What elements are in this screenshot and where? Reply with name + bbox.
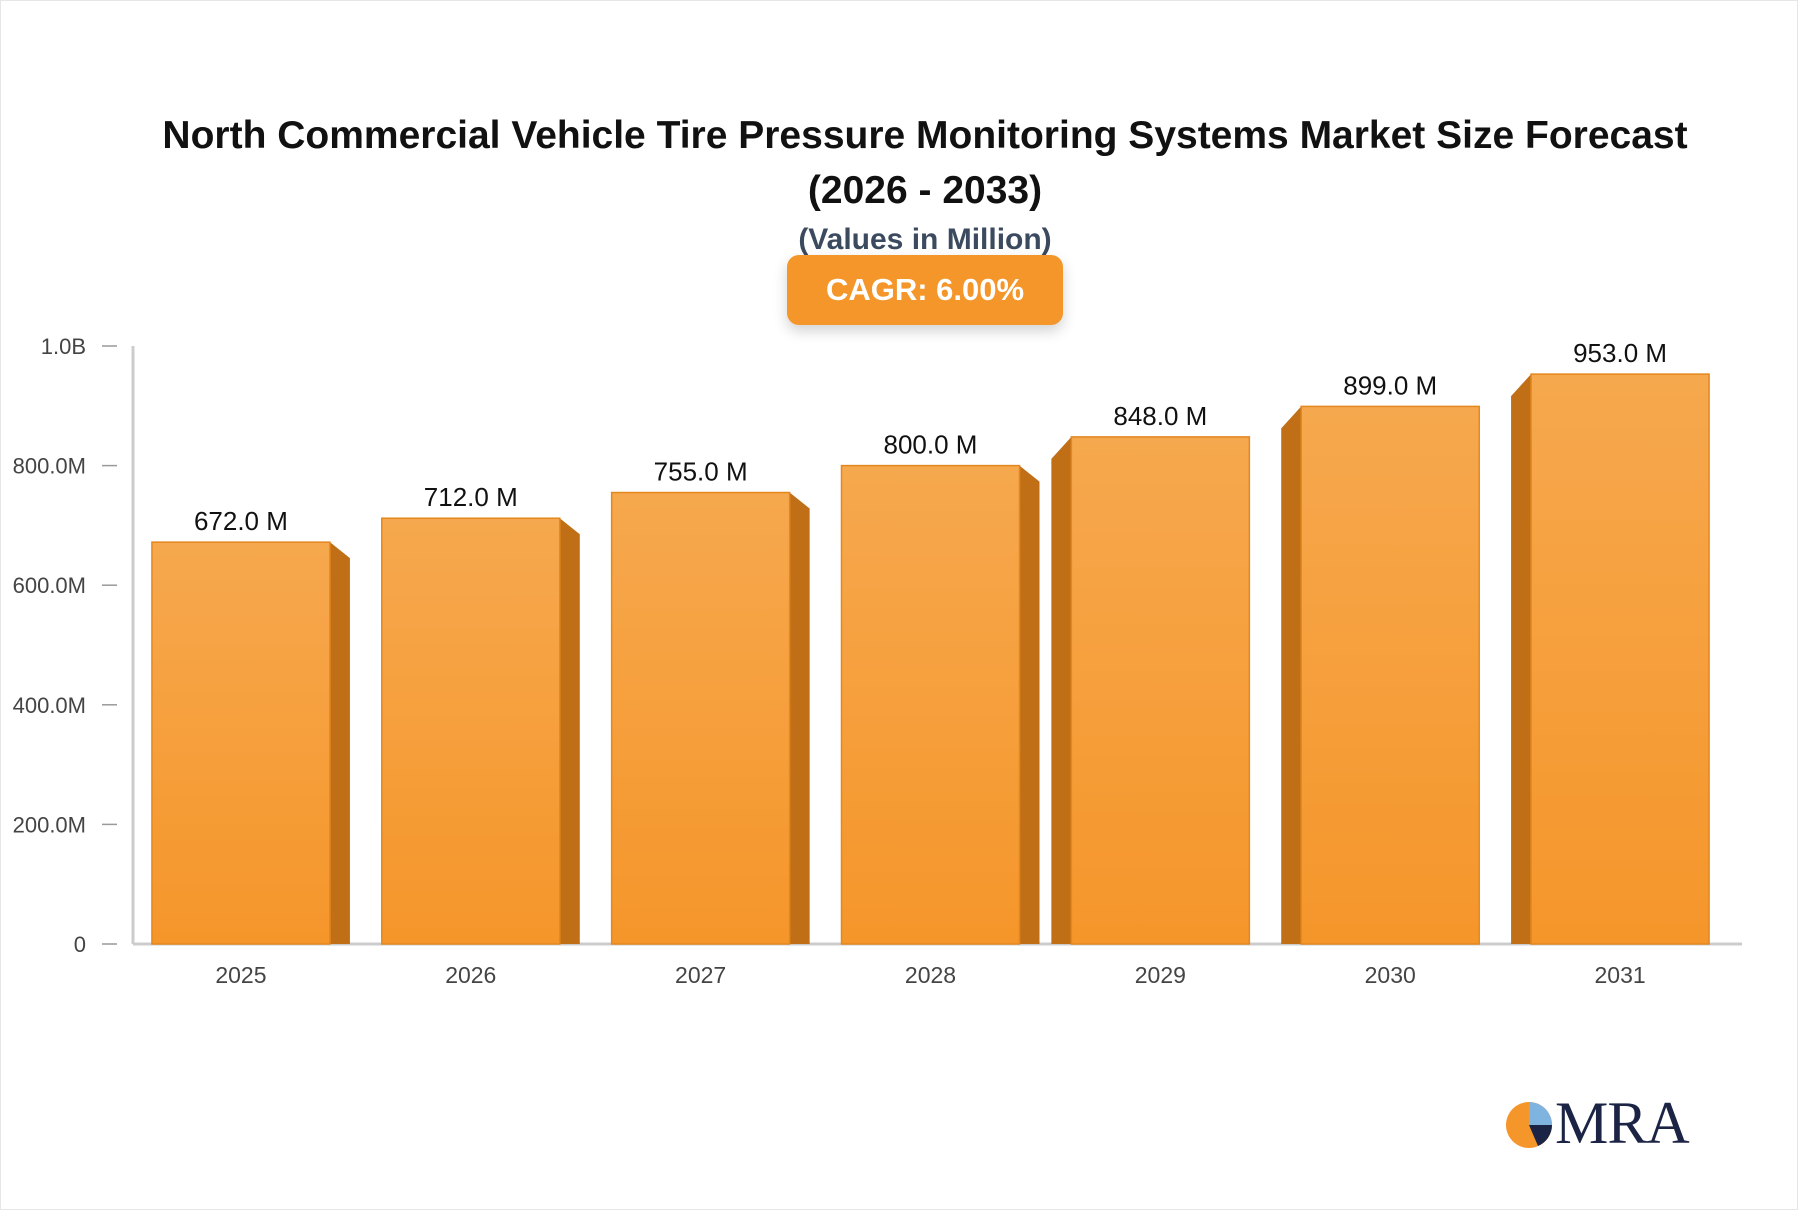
bar-side-2027 [789, 492, 810, 944]
data-label-2026: 712.0 M [424, 482, 518, 512]
x-tick-label-2031: 2031 [1594, 962, 1645, 988]
data-label-2029: 848.0 M [1113, 401, 1207, 431]
bar-side-2031 [1511, 374, 1532, 945]
data-label-2025: 672.0 M [194, 506, 288, 536]
bar-side-2030 [1281, 406, 1302, 944]
chart-subtitle: (Values in Million) [798, 223, 1052, 256]
bar-2029 [1070, 436, 1251, 945]
chart-title-line2: (2026 - 2033) [807, 169, 1043, 212]
y-tick-label: 600.0M [13, 573, 86, 598]
bar-2026 [381, 517, 561, 945]
chart-title-line1: North Commercial Vehicle Tire Pressure M… [162, 114, 1688, 157]
bar-side-2025 [329, 542, 350, 944]
logo-pie-icon [1506, 1102, 1552, 1148]
x-tick-label-2027: 2027 [675, 962, 726, 988]
x-tick-label-2030: 2030 [1365, 962, 1416, 988]
chart-title: North Commercial Vehicle Tire Pressure M… [80, 108, 1770, 218]
bar-2025 [151, 541, 331, 945]
x-tick-label-2025: 2025 [215, 962, 266, 988]
y-tick-label: 800.0M [13, 454, 86, 479]
data-label-2027: 755.0 M [654, 457, 748, 487]
x-tick-label-2028: 2028 [905, 962, 956, 988]
bar-side-2026 [559, 518, 580, 944]
data-label-2030: 899.0 M [1343, 370, 1437, 400]
bar-side-2029 [1051, 436, 1072, 944]
cagr-badge: CAGR: 6.00% [787, 255, 1063, 325]
bar-side-2028 [1019, 465, 1040, 944]
y-tick-label: 1.0B [41, 334, 86, 359]
y-tick-label: 200.0M [13, 812, 86, 837]
data-label-2031: 953.0 M [1573, 338, 1667, 368]
bar-2030 [1300, 405, 1480, 945]
bar-2028 [840, 464, 1021, 945]
bar-2031 [1530, 373, 1710, 945]
x-tick-label-2029: 2029 [1135, 962, 1186, 988]
bar-2027 [610, 491, 791, 945]
y-tick-label: 400.0M [13, 693, 86, 718]
mra-logo: MRA [1505, 1091, 1705, 1155]
x-tick-label-2026: 2026 [445, 962, 496, 988]
data-label-2028: 800.0 M [884, 430, 978, 460]
logo-text: MRA [1555, 1090, 1690, 1156]
y-tick-label: 0 [74, 932, 86, 957]
